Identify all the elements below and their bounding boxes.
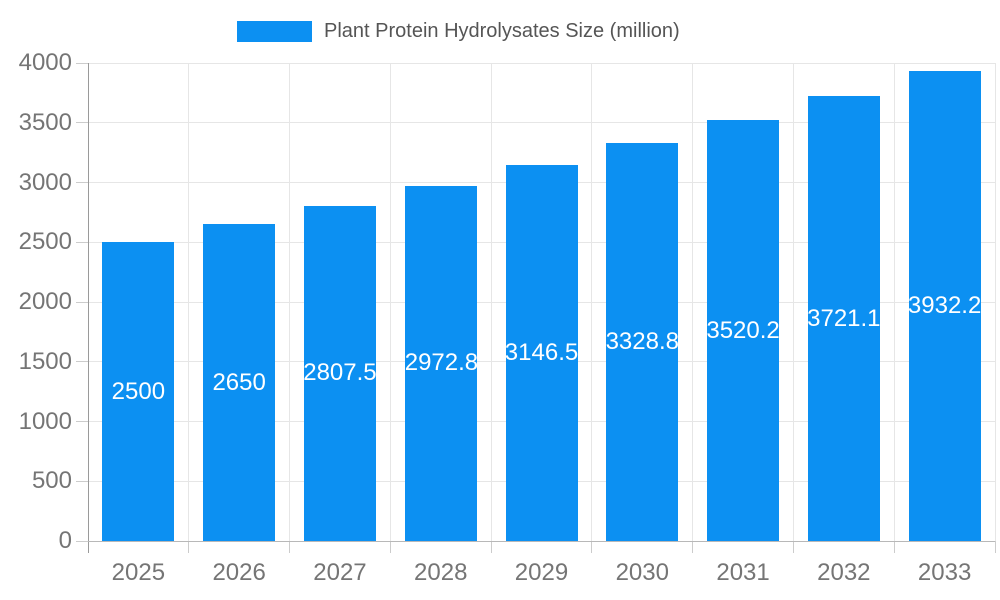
x-axis-tick (289, 541, 291, 553)
y-axis-tick (76, 540, 88, 542)
x-axis-label: 2027 (313, 559, 367, 586)
x-gridline (994, 63, 996, 541)
x-gridline (692, 63, 694, 541)
y-axis-tick (76, 361, 88, 363)
y-axis-tick (76, 421, 88, 422)
bar-value-label: 2500 (111, 377, 166, 405)
x-axis-label: 2033 (917, 559, 972, 586)
x-gridline (289, 63, 291, 541)
x-axis-tick (994, 541, 996, 553)
bar (908, 71, 981, 541)
y-axis-label: 2000 (18, 288, 72, 315)
x-axis-tick (893, 541, 895, 553)
y-axis-label: 0 (58, 527, 72, 554)
bar (404, 185, 477, 541)
x-axis-tick (490, 541, 492, 553)
bar (707, 120, 780, 541)
y-axis-tick (76, 301, 88, 303)
y-axis-tick (76, 480, 88, 482)
x-axis-label: 2032 (817, 559, 871, 586)
bar-value-label: 3932.2 (907, 292, 982, 320)
x-gridline (893, 63, 895, 541)
plot-area: 0 500 1000 1500 2000 2500 3000 3500 4000 2500 2025… (19, 49, 996, 586)
x-axis-label: 2029 (514, 559, 569, 586)
y-gridline (88, 122, 995, 124)
legend-swatch (237, 21, 312, 42)
x-axis-tick (792, 541, 794, 553)
x-axis-label: 2030 (615, 559, 669, 586)
y-axis-tick (76, 182, 88, 183)
x-axis-tick (591, 541, 593, 553)
bar-value-label: 3721.1 (807, 304, 881, 332)
y-axis-tick (76, 122, 88, 124)
y-axis-label: 3000 (18, 168, 72, 196)
bar-value-label: 3146.5 (504, 338, 579, 366)
y-axis-label: 1000 (18, 407, 72, 435)
y-axis-label: 1500 (18, 347, 72, 375)
bar-value-label: 3520.2 (706, 316, 780, 344)
x-gridline (188, 63, 190, 541)
y-axis-tick (76, 62, 88, 64)
x-axis-tick (692, 541, 694, 553)
x-gridline (389, 63, 391, 541)
legend: Plant Protein Hydrolysates Size (million… (237, 21, 680, 42)
x-axis-label: 2031 (716, 559, 770, 586)
y-axis-label: 3500 (18, 108, 72, 136)
bar (203, 224, 276, 541)
bar (505, 164, 578, 541)
y-gridline (88, 62, 995, 64)
y-axis-label: 2500 (18, 228, 72, 256)
bar-value-label: 2650 (212, 368, 266, 396)
x-gridline (792, 63, 794, 541)
bar (303, 205, 376, 541)
x-axis-label: 2028 (414, 559, 468, 586)
y-axis-label: 500 (31, 467, 72, 495)
x-axis-label: 2026 (212, 559, 266, 586)
bar-value-label: 2972.87 (404, 349, 477, 377)
x-axis-tick (188, 541, 190, 553)
y-axis-tick (76, 241, 88, 243)
y-axis-label: 4000 (18, 49, 72, 76)
x-axis-tick (389, 541, 391, 553)
x-axis-baseline (88, 540, 995, 542)
legend-label: Plant Protein Hydrolysates Size (million… (324, 20, 680, 42)
y-axis-line (88, 63, 89, 553)
bar (606, 143, 679, 541)
bar-value-label: 2807.5 (303, 359, 377, 387)
bar (807, 96, 880, 541)
x-gridline (490, 63, 492, 541)
x-axis-label: 2025 (111, 559, 166, 586)
bar (102, 242, 175, 541)
x-gridline (591, 63, 593, 541)
bar-value-label: 3328.8 (605, 328, 679, 356)
